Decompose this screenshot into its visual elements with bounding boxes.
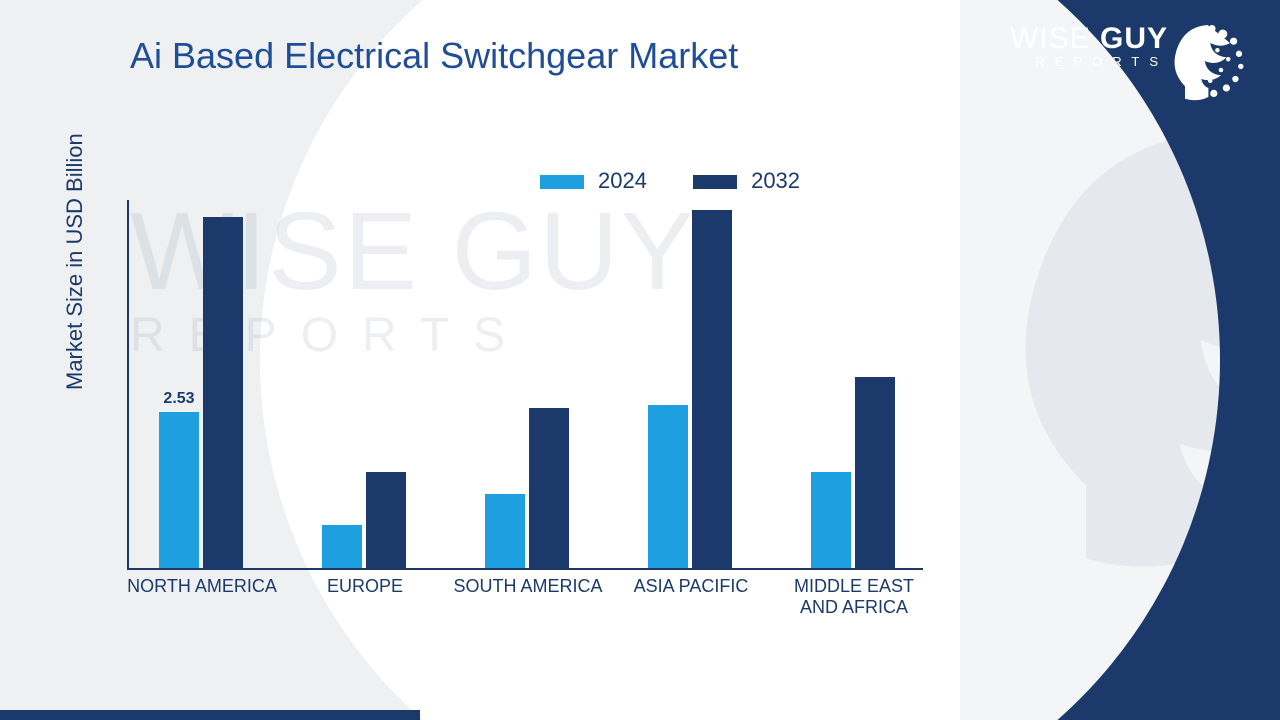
bar-2032	[366, 472, 406, 568]
bar-2032	[529, 408, 569, 568]
chart-area: 2.53	[115, 200, 935, 570]
legend-swatch-2024	[540, 175, 584, 189]
bar-2024	[322, 525, 362, 568]
bar-2032	[692, 210, 732, 568]
x-axis-category-label: ASIA PACIFIC	[616, 576, 766, 597]
watermark-head-icon	[930, 80, 1280, 600]
legend-swatch-2032	[693, 175, 737, 189]
bar-2024: 2.53	[159, 412, 199, 568]
y-axis-label: Market Size in USD Billion	[62, 133, 88, 390]
brand-text-reports: REPORTS	[1010, 54, 1168, 69]
legend-label-2032: 2032	[751, 168, 800, 193]
bar-2024	[485, 494, 525, 568]
x-axis-category-label: MIDDLE EAST AND AFRICA	[779, 576, 929, 617]
x-axis-category-label: EUROPE	[290, 576, 440, 597]
x-axis-category-label: SOUTH AMERICA	[453, 576, 603, 597]
brand-text-wise: WISE	[1010, 22, 1091, 55]
legend-label-2024: 2024	[598, 168, 647, 193]
legend: 2024 2032	[540, 168, 840, 194]
legend-item-2024: 2024	[540, 168, 647, 194]
legend-item-2032: 2032	[693, 168, 800, 194]
bar-2024	[811, 472, 851, 568]
chart-title: Ai Based Electrical Switchgear Market	[130, 35, 738, 76]
bar-2024	[648, 405, 688, 568]
x-axis-category-label: NORTH AMERICA	[127, 576, 277, 597]
bar-value-label: 2.53	[163, 390, 194, 408]
bar-2032	[855, 377, 895, 568]
brand-head-icon	[1158, 16, 1248, 106]
footer-accent-bar	[0, 710, 420, 720]
brand-logo: WISE GUY REPORTS	[1090, 22, 1248, 69]
bar-2032	[203, 217, 243, 569]
plot-area: 2.53	[127, 200, 923, 570]
